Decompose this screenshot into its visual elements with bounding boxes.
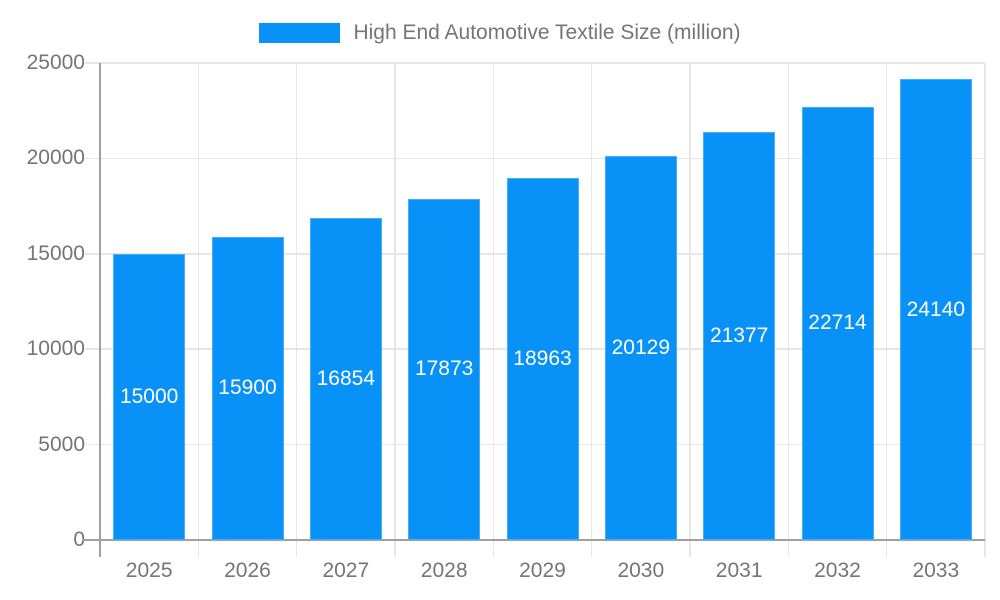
bar-2027[interactable] [309, 218, 382, 540]
y-axis-tick-label: 5000 [38, 432, 85, 456]
bar-2028[interactable] [408, 198, 481, 540]
y-axis-tick-label: 20000 [26, 146, 85, 170]
x-axis-tick-label: 2031 [715, 559, 763, 582]
x-gridline [885, 63, 888, 557]
y-gridline [85, 157, 985, 160]
bar-2033[interactable] [899, 79, 972, 540]
x-gridline [787, 63, 790, 557]
x-axis-tick-label: 2030 [617, 559, 665, 582]
y-axis-line [99, 63, 101, 557]
bar-2029[interactable] [506, 178, 579, 540]
bar-2026[interactable] [211, 236, 284, 540]
x-axis-tick-label: 2026 [224, 559, 271, 582]
bar-2031[interactable] [703, 132, 776, 540]
x-gridline [295, 63, 298, 557]
x-axis-tick-label: 2029 [519, 559, 566, 582]
x-gridline [492, 63, 495, 557]
bar-2030[interactable] [604, 155, 677, 540]
y-axis-tick-label: 15000 [26, 241, 85, 265]
x-gridline [689, 63, 691, 557]
y-axis-tick-label: 25000 [26, 51, 85, 74]
x-gridline [590, 63, 593, 557]
x-gridline [394, 63, 396, 557]
y-axis-tick-label: 10000 [26, 337, 85, 361]
legend[interactable]: High End Automotive Textile Size (millio… [0, 21, 1000, 45]
x-axis-tick-label: 2025 [125, 559, 173, 582]
y-gridline [85, 62, 985, 64]
legend-label: High End Automotive Textile Size (millio… [353, 21, 741, 44]
x-gridline [197, 63, 200, 557]
x-axis-tick-label: 2033 [912, 559, 960, 582]
x-axis-tick-label: 2027 [322, 559, 370, 582]
y-axis-tick-label: 0 [73, 528, 85, 551]
x-gridline [984, 63, 986, 557]
x-axis-line [82, 539, 985, 541]
legend-swatch [259, 23, 341, 43]
bar-2025[interactable] [113, 253, 186, 540]
bar-2032[interactable] [801, 106, 874, 540]
x-axis-tick-label: 2032 [814, 559, 861, 582]
x-axis-tick-label: 2028 [420, 559, 468, 582]
